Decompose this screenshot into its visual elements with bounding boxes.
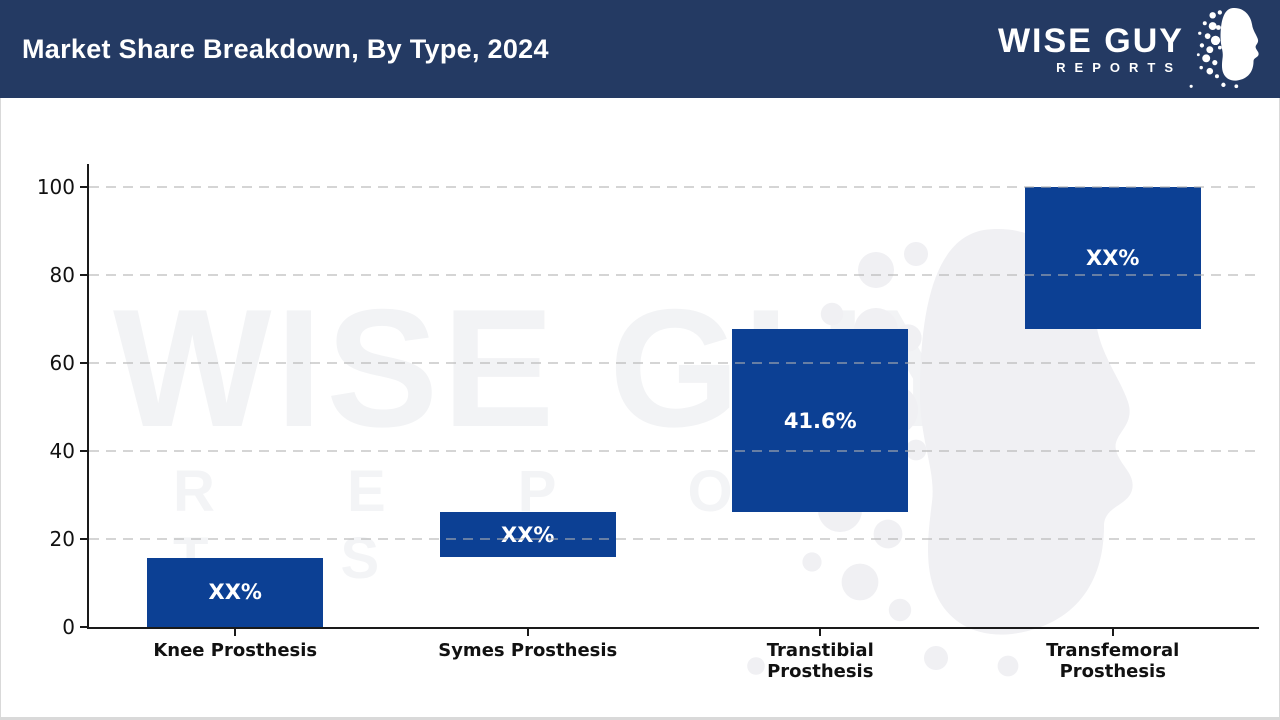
x-tick-mark — [1111, 629, 1114, 636]
brand-logo-text: WISE GUY REPORTS — [998, 24, 1184, 75]
bar-transtibial-prosthesis: 41.6% — [732, 329, 909, 513]
y-tick-label: 0 — [62, 615, 75, 639]
y-tick-label: 100 — [36, 175, 75, 199]
y-tick-mark — [80, 186, 87, 188]
gridline-y100 — [89, 186, 1259, 188]
bar-value-label: XX% — [1086, 246, 1140, 271]
bar-transfemoral-prosthesis: XX% — [1024, 187, 1201, 330]
bar-value-label: XX% — [501, 522, 555, 547]
brand-subname: REPORTS — [1056, 59, 1182, 75]
gridline-y60 — [89, 362, 1259, 364]
x-category-label: Transtibial Prosthesis — [766, 640, 874, 682]
gridline-y20 — [89, 538, 1259, 540]
bar-knee-prosthesis: XX% — [147, 557, 324, 627]
y-tick-mark — [80, 274, 87, 276]
y-tick-label: 20 — [49, 527, 75, 551]
page-title: Market Share Breakdown, By Type, 2024 — [22, 33, 549, 64]
brand-logo: WISE GUY REPORTS — [998, 6, 1266, 92]
gridline-y40 — [89, 450, 1259, 452]
y-tick-mark — [80, 450, 87, 452]
y-tick-label: 80 — [49, 263, 75, 287]
y-tick-mark — [80, 538, 87, 540]
x-category-label: Knee Prosthesis — [153, 640, 318, 661]
gridline-y80 — [89, 274, 1259, 276]
bar-value-label: XX% — [208, 580, 262, 605]
y-tick-mark — [80, 362, 87, 364]
x-tick-mark — [819, 629, 822, 636]
bar-value-label: 41.6% — [783, 408, 857, 433]
y-tick-mark — [80, 626, 87, 628]
dotted-face-icon — [1189, 7, 1259, 89]
x-tick-mark — [526, 629, 529, 636]
chart-canvas: WISE GUY R E P O R T S 020406080100XX%Kn… — [0, 98, 1280, 720]
y-tick-label: 40 — [49, 439, 75, 463]
header-bar: Market Share Breakdown, By Type, 2024 WI… — [0, 0, 1280, 98]
brand-name: WISE GUY — [997, 21, 1184, 60]
x-category-label: Transfemoral Prosthesis — [1046, 640, 1180, 682]
bar-symes-prosthesis: XX% — [439, 512, 616, 558]
x-axis-line — [87, 627, 1259, 629]
y-tick-label: 60 — [49, 351, 75, 375]
y-axis-line — [87, 164, 89, 627]
x-tick-mark — [234, 629, 237, 636]
x-category-label: Symes Prosthesis — [438, 640, 618, 661]
plot-area: 0 20 40 60 80 100 XX% Knee Prosthesis XX% Symes P… — [37, 164, 1259, 682]
